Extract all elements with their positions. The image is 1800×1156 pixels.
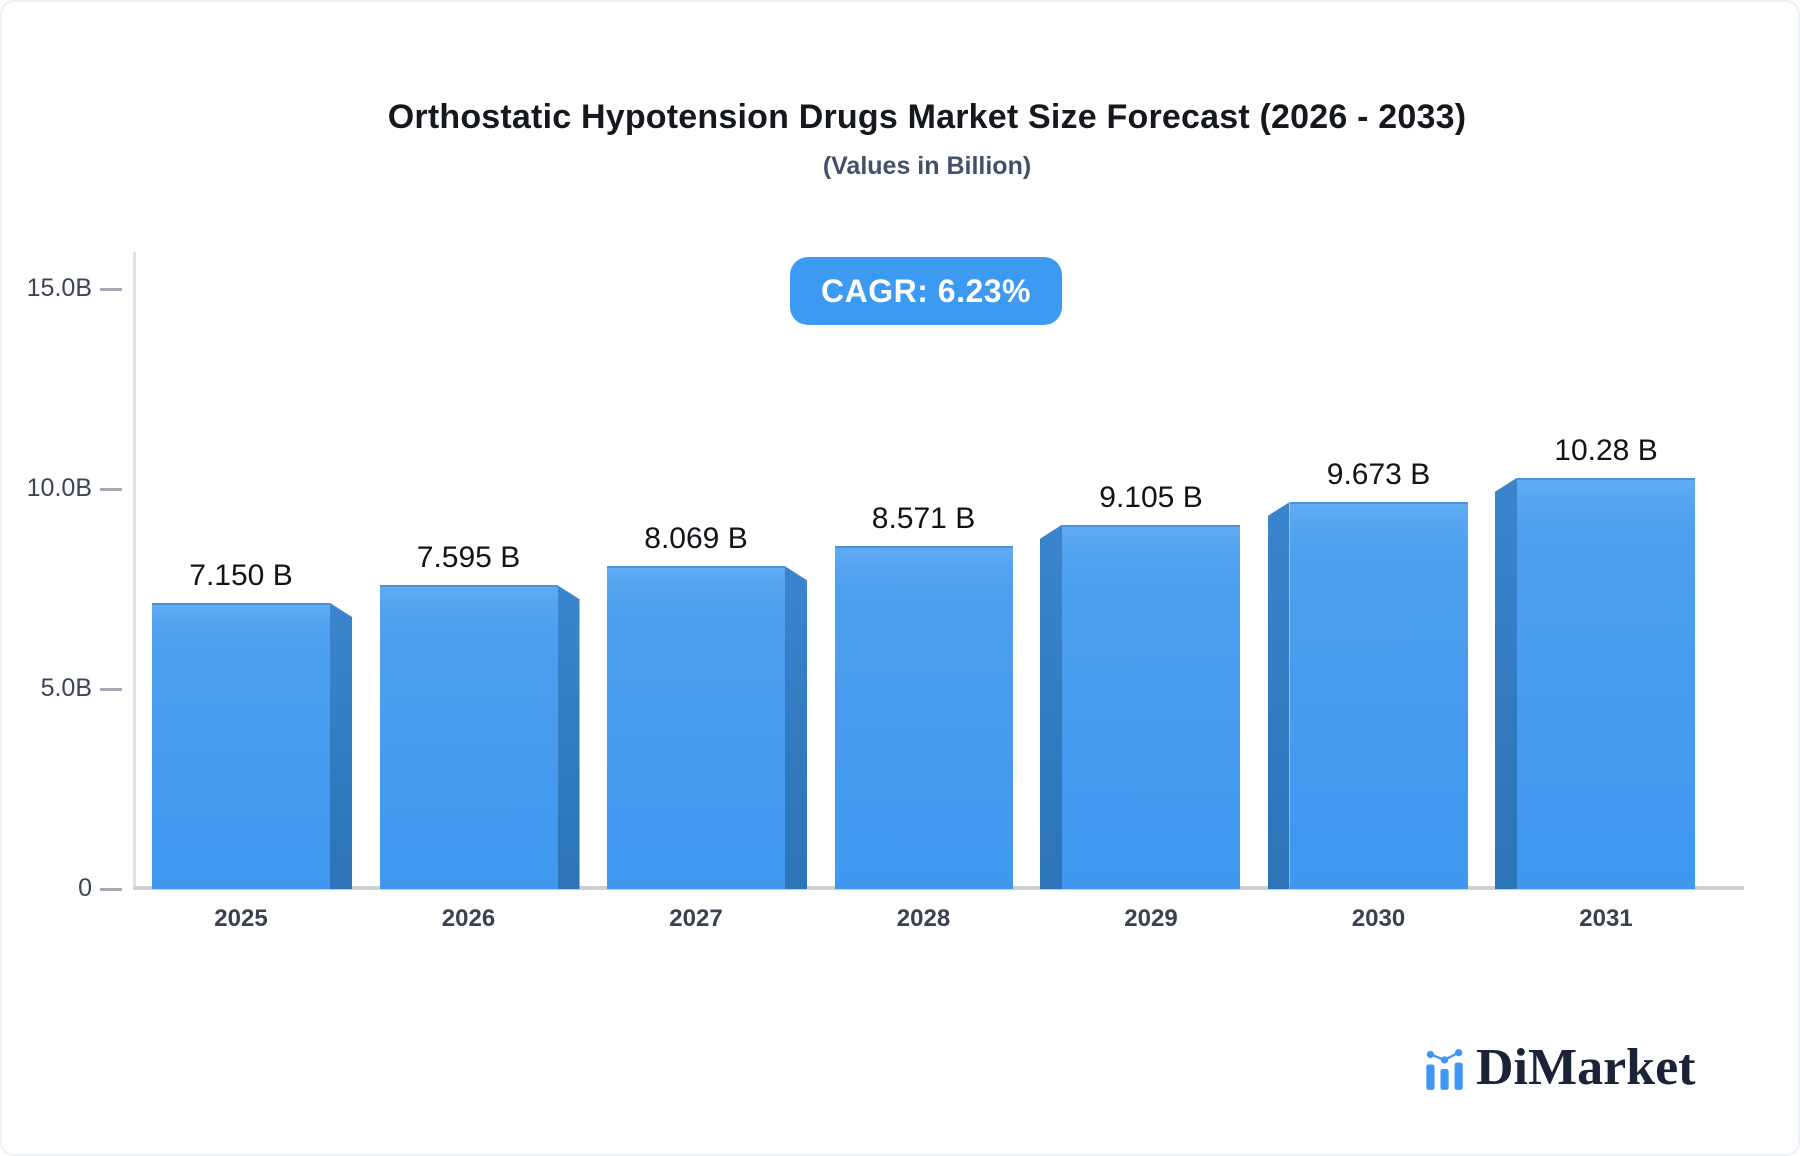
x-axis-label: 2026 — [441, 905, 496, 932]
x-axis-label: 2031 — [1579, 905, 1633, 932]
bar-2030 — [1289, 502, 1468, 889]
y-axis-line — [133, 252, 136, 889]
x-axis-label: 2027 — [669, 905, 723, 932]
bar-3d-side — [1267, 502, 1290, 889]
bar-3d-side — [557, 585, 580, 889]
cagr-badge-label: CAGR: 6.23% — [821, 272, 1031, 309]
x-axis-label: 2025 — [214, 905, 268, 932]
mini-bar-chart-icon — [1426, 1049, 1463, 1090]
bar-3d-side — [785, 566, 807, 889]
bar-3d-side — [1040, 524, 1062, 889]
y-axis-tick-label: 15.0B — [26, 274, 92, 302]
bar-value-label: 7.150 B — [189, 559, 293, 592]
bar-value-label: 7.595 B — [416, 541, 521, 575]
bar-3d-side — [330, 603, 352, 889]
bar-2027 — [607, 566, 785, 889]
x-axis-label: 2029 — [1124, 905, 1178, 932]
bar-2028 — [834, 546, 1013, 889]
bar-2026 — [379, 585, 558, 889]
bar-value-label: 8.571 B — [871, 502, 976, 536]
x-axis-label: 2030 — [1351, 905, 1406, 932]
logo-text: DiMarket — [1476, 1039, 1696, 1096]
chart-title: Orthostatic Hypotension Drugs Market Siz… — [387, 98, 1467, 136]
y-axis-tick — [100, 288, 122, 291]
bar-2029 — [1062, 524, 1240, 889]
chart-subtitle: (Values in Billion) — [822, 152, 1032, 180]
bar-value-label: 10.28 B — [1554, 433, 1658, 467]
bar-value-label: 8.069 B — [644, 522, 748, 556]
bar-2025 — [152, 603, 330, 889]
y-axis-tick — [100, 488, 122, 491]
y-axis-tick-label: 10.0B — [26, 474, 92, 502]
y-axis-tick-label: 0 — [78, 874, 92, 902]
bar-2031 — [1517, 477, 1695, 889]
y-axis-tick — [100, 888, 122, 891]
bar-value-label: 9.673 B — [1326, 458, 1431, 492]
bar-3d-side — [1495, 477, 1517, 889]
cagr-badge: CAGR: 6.23% — [790, 257, 1062, 325]
dimarket-logo: DiMarket — [1425, 1039, 1696, 1096]
x-axis-label: 2028 — [896, 905, 951, 932]
y-axis-tick — [100, 688, 122, 691]
y-axis-tick-label: 5.0B — [40, 674, 92, 702]
bar-value-label: 9.105 B — [1099, 480, 1203, 514]
